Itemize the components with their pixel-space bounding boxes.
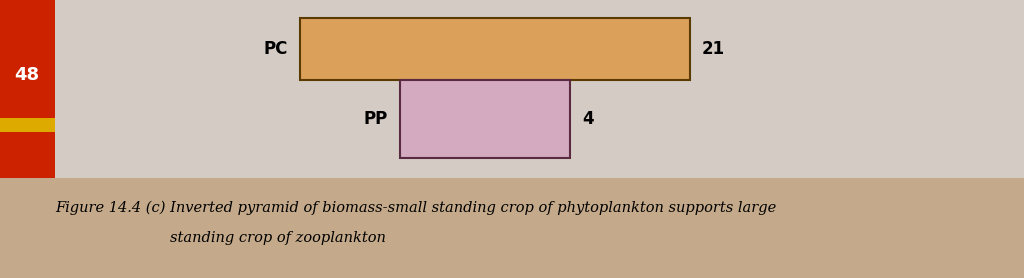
Bar xyxy=(300,18,690,80)
Text: PP: PP xyxy=(364,110,388,128)
Text: Figure 14.4 (c) Inverted pyramid of biomass-small standing crop of phytoplankton: Figure 14.4 (c) Inverted pyramid of biom… xyxy=(55,201,776,215)
Bar xyxy=(0,0,55,185)
Text: standing crop of zooplankton: standing crop of zooplankton xyxy=(170,231,386,245)
Bar xyxy=(400,80,570,158)
Bar xyxy=(0,178,1024,278)
Text: 21: 21 xyxy=(702,40,725,58)
Text: 48: 48 xyxy=(14,66,40,84)
Bar xyxy=(0,118,55,132)
Text: PC: PC xyxy=(263,40,288,58)
Text: 4: 4 xyxy=(582,110,594,128)
